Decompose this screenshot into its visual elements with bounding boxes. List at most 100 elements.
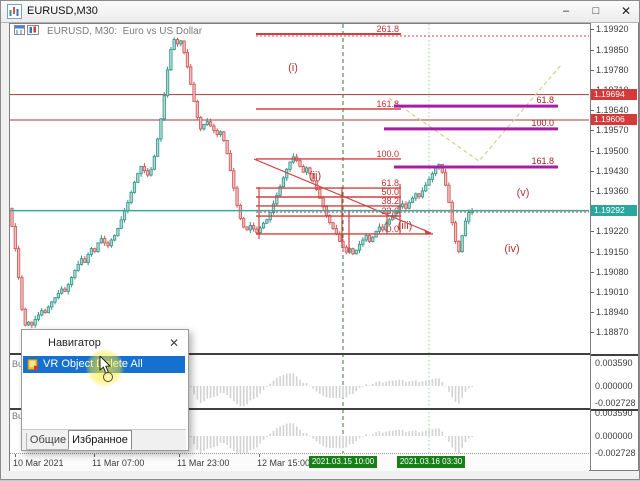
oscillator-bar	[289, 423, 291, 436]
candle-body	[50, 301, 54, 308]
minimize-button[interactable]: –	[562, 5, 570, 17]
candle-body	[427, 179, 431, 186]
candle-body	[185, 52, 190, 68]
price-tick: 1.19430	[596, 165, 629, 176]
oscillator-bar	[352, 436, 354, 444]
elliott-wave-label: (iv)	[504, 243, 519, 255]
time-axis[interactable]: 10 Mar 2021 11 Mar 07:00 11 Mar 23:00 12 Ma…	[10, 453, 589, 471]
oscillator-bar	[405, 381, 407, 386]
maximize-button[interactable]: □	[592, 5, 600, 17]
time-tickmark	[179, 454, 180, 457]
oscillator-bar	[388, 430, 391, 436]
oscillator-bar	[375, 382, 377, 386]
indicator-axis-value: 0.000000	[595, 431, 633, 441]
time-tick: 12 Mar 15:00	[257, 458, 311, 468]
oscillator-bar	[411, 380, 414, 386]
oscillator-bar	[355, 386, 358, 392]
oscillator-bar	[328, 386, 331, 398]
oscillator-bar	[415, 430, 417, 436]
window-title: EURUSD,M30	[27, 5, 98, 17]
candle-body	[275, 194, 279, 205]
oscillator-bar	[213, 436, 215, 448]
price-badge: 1.19606	[591, 114, 637, 126]
candle-body	[344, 246, 348, 253]
candle-body	[169, 49, 173, 71]
oscillator-bar	[461, 436, 463, 448]
fibo-level-label: 161.8	[376, 99, 399, 109]
oscillator-bar	[401, 429, 404, 436]
candle-body	[26, 321, 31, 326]
candle-body	[53, 297, 57, 303]
oscillator-bar	[365, 384, 367, 386]
oscillator-bar	[342, 386, 344, 398]
fibo-level-label: 61.8	[536, 95, 554, 105]
candle-body	[119, 219, 123, 229]
oscillator-bar	[295, 426, 298, 436]
candle-body	[146, 170, 150, 176]
candle-body	[152, 155, 156, 170]
candle-body	[407, 202, 411, 209]
oscillator-bar	[279, 426, 281, 436]
oscillator-bar	[219, 386, 222, 393]
oscillator-bar	[352, 386, 354, 394]
app-icon	[7, 4, 22, 24]
price-axis[interactable]: 1.199201.198501.197801.197101.196401.195…	[590, 23, 638, 470]
oscillator-bar	[454, 436, 457, 452]
candle-body	[172, 39, 176, 50]
candle-body	[43, 310, 47, 314]
candle-body	[298, 160, 302, 167]
candle-body	[271, 203, 276, 213]
oscillator-bar	[398, 429, 401, 436]
candle-body	[232, 170, 236, 189]
price-tick: 1.19850	[596, 44, 629, 55]
fibo-level-label: 261.8	[376, 24, 399, 34]
candle-body	[225, 140, 229, 154]
candle-body	[351, 248, 355, 255]
candle-body	[311, 173, 315, 182]
time-tick: 11 Mar 07:00	[92, 458, 145, 468]
oscillator-bar	[441, 431, 444, 436]
candle-body	[113, 235, 117, 241]
zigzag-projection	[388, 64, 562, 162]
oscillator-bar	[279, 376, 281, 386]
oscillator-bar	[395, 380, 397, 386]
time-tickmark	[259, 454, 260, 457]
candle-body	[414, 193, 418, 199]
candle-body	[460, 235, 464, 252]
oscillator-bar	[229, 386, 232, 399]
fibo-level-label: 50.0	[381, 187, 399, 197]
ohlc-bars-icon	[14, 22, 25, 40]
candle-body	[242, 217, 246, 228]
candle-body	[79, 258, 84, 265]
oscillator-bar	[309, 385, 311, 387]
oscillator-bar	[381, 432, 384, 436]
candle-body	[447, 184, 451, 203]
price-tick: 1.19570	[596, 125, 629, 136]
candle-body	[86, 254, 90, 263]
oscillator-bar	[193, 386, 195, 395]
window-titlebar[interactable]: EURUSD,M30 – □ ✕	[1, 1, 639, 23]
candle-body	[36, 314, 41, 320]
candle-body	[208, 121, 213, 127]
oscillator-bar	[236, 436, 238, 455]
oscillator-bar	[256, 436, 258, 448]
fibo-level-label: 100.0	[376, 149, 399, 159]
candle-body	[444, 171, 448, 186]
close-button[interactable]: ✕	[620, 4, 632, 18]
oscillator-bar	[471, 386, 473, 388]
candle-body	[404, 203, 408, 209]
candle-body	[265, 219, 269, 224]
candle-body	[76, 264, 80, 271]
time-tickmark	[15, 454, 16, 457]
price-tick: 1.19640	[596, 105, 629, 116]
cursor-selection-ring	[103, 372, 113, 382]
tab-obshchie[interactable]: Общие	[26, 433, 70, 450]
dialog-close-icon[interactable]: ✕	[168, 336, 179, 350]
tab-izbrannoe[interactable]: Избранное	[68, 430, 132, 450]
oscillator-bar	[223, 386, 225, 394]
candle-body	[96, 242, 100, 252]
candle-body	[420, 190, 425, 198]
oscillator-bar	[325, 386, 328, 398]
